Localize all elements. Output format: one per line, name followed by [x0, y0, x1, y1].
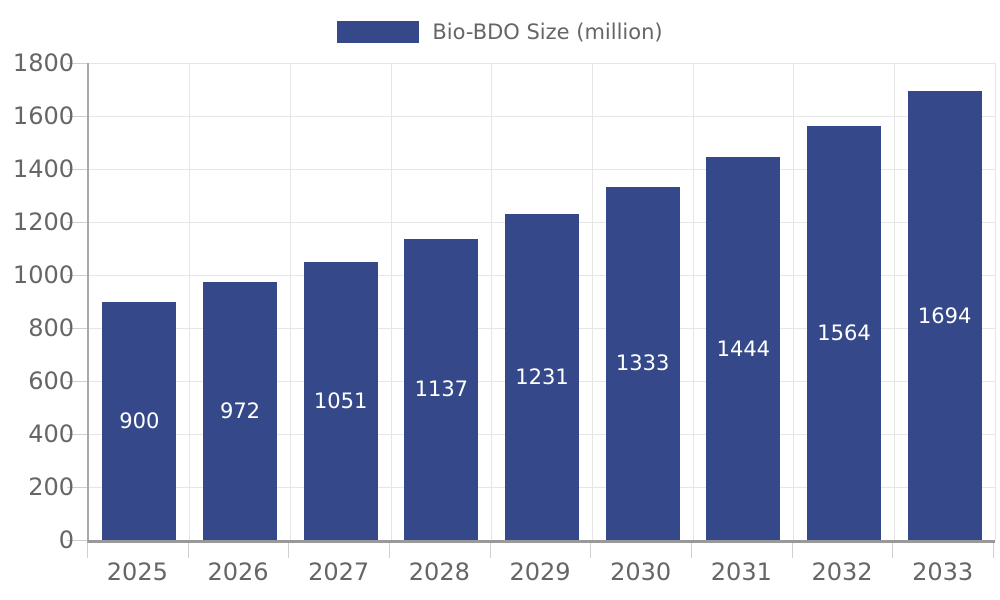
- y-axis-tick: [67, 63, 87, 64]
- y-gridline: [89, 115, 995, 117]
- y-axis-tick: [67, 328, 87, 329]
- x-gridline: [491, 63, 493, 540]
- y-axis-label: 400: [28, 419, 74, 448]
- y-gridline: [89, 62, 995, 64]
- x-gridline: [692, 63, 694, 540]
- x-axis-tick: [791, 543, 793, 558]
- y-axis-label: 200: [28, 472, 74, 501]
- bar-value-label: 1444: [716, 336, 771, 361]
- bar-value-label: 1694: [917, 303, 972, 328]
- x-axis-tick: [288, 543, 290, 558]
- bar-value-label: 1333: [615, 351, 670, 376]
- x-axis-tick: [187, 543, 189, 558]
- x-axis-tick: [691, 543, 692, 558]
- bar-value-label: 1231: [515, 364, 569, 389]
- y-axis-tick: [67, 434, 87, 435]
- x-gridline: [189, 63, 191, 540]
- legend-swatch-icon: [337, 21, 420, 43]
- legend-label: Bio-BDO Size (million): [432, 20, 663, 44]
- plot-area: 900 972 1051 1137 1231 1333 1444 1564 1694: [87, 62, 996, 543]
- x-axis-label: 2030: [610, 558, 672, 586]
- y-axis-label: 1600: [12, 101, 74, 130]
- bar-2031[interactable]: 1444: [706, 157, 781, 540]
- y-axis-tick: [67, 381, 87, 382]
- bar-2025[interactable]: 900: [102, 301, 177, 540]
- legend[interactable]: Bio-BDO Size (million): [0, 18, 1000, 46]
- x-gridline: [390, 63, 392, 540]
- x-gridline: [994, 63, 996, 540]
- y-axis-tick: [67, 540, 87, 541]
- x-axis-label: 2027: [308, 558, 370, 586]
- x-axis-tick: [993, 543, 994, 558]
- bar-2026[interactable]: 972: [203, 282, 277, 540]
- y-axis-tick: [67, 222, 87, 223]
- x-axis-label: 2033: [912, 558, 974, 586]
- y-axis-tick: [67, 169, 87, 170]
- x-gridline: [289, 63, 291, 540]
- y-axis-tick: [67, 487, 87, 488]
- y-axis-label: 800: [28, 313, 74, 342]
- y-axis-label: 1800: [12, 48, 74, 77]
- bar-value-label: 1051: [313, 388, 368, 413]
- y-axis-label: 1200: [12, 207, 74, 236]
- x-axis-label: 2026: [207, 558, 269, 586]
- bar-value-label: 900: [119, 408, 160, 433]
- x-axis-tick: [892, 543, 894, 558]
- x-gridline: [591, 63, 593, 540]
- bar-2033[interactable]: 1694: [907, 91, 982, 540]
- x-axis-tick: [389, 543, 390, 558]
- bar-2029[interactable]: 1231: [505, 213, 579, 540]
- x-gridline: [793, 63, 795, 540]
- x-axis-tick: [590, 543, 592, 558]
- y-axis-tick: [67, 116, 87, 117]
- bar-value-label: 1137: [414, 377, 469, 402]
- y-axis-label: 1000: [12, 260, 74, 289]
- x-axis-tick: [87, 543, 88, 558]
- bar-2028[interactable]: 1137: [404, 238, 479, 540]
- y-axis-label: 600: [28, 366, 74, 395]
- x-axis-label: 2029: [509, 558, 571, 586]
- x-axis-label: 2025: [106, 558, 168, 586]
- bar-2032[interactable]: 1564: [807, 125, 881, 540]
- x-axis-tick: [489, 543, 491, 558]
- bar-value-label: 1564: [817, 320, 871, 345]
- y-axis-label: 1400: [12, 154, 74, 183]
- bar-2030[interactable]: 1333: [605, 186, 680, 540]
- y-gridline: [89, 168, 995, 170]
- y-axis-label: 0: [58, 525, 74, 554]
- bar-value-label: 972: [219, 399, 261, 424]
- x-axis-label: 2032: [811, 558, 873, 586]
- y-axis-tick: [67, 275, 87, 276]
- bar-2027[interactable]: 1051: [303, 261, 378, 540]
- x-gridline: [893, 63, 895, 540]
- x-axis-label: 2031: [710, 558, 772, 586]
- x-axis-label: 2028: [408, 558, 470, 586]
